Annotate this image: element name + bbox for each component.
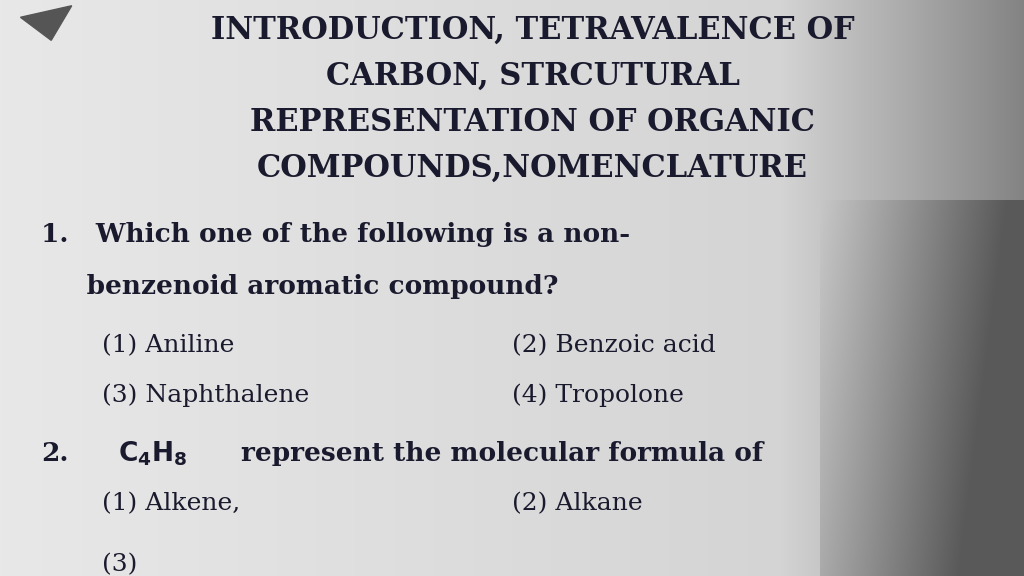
Text: (3): (3) — [102, 553, 138, 576]
Text: CARBON, STRCUTURAL: CARBON, STRCUTURAL — [326, 60, 739, 92]
Text: benzenoid aromatic compound?: benzenoid aromatic compound? — [41, 274, 558, 298]
Polygon shape — [20, 6, 72, 40]
Text: represent the molecular formula of: represent the molecular formula of — [241, 441, 763, 465]
Text: (2) Benzoic acid: (2) Benzoic acid — [512, 334, 716, 357]
Text: (4) Tropolone: (4) Tropolone — [512, 383, 684, 407]
Text: 2.: 2. — [41, 441, 69, 465]
Text: (1) Alkene,: (1) Alkene, — [102, 492, 241, 516]
Text: (3) Naphthalene: (3) Naphthalene — [102, 383, 309, 407]
Text: (1) Aniline: (1) Aniline — [102, 334, 234, 357]
Text: 1.   Which one of the following is a non-: 1. Which one of the following is a non- — [41, 222, 630, 247]
Text: (2) Alkane: (2) Alkane — [512, 492, 643, 516]
Text: COMPOUNDS,NOMENCLATURE: COMPOUNDS,NOMENCLATURE — [257, 153, 808, 184]
Text: $\mathbf{C_4H_8}$: $\mathbf{C_4H_8}$ — [118, 439, 187, 468]
Text: REPRESENTATION OF ORGANIC: REPRESENTATION OF ORGANIC — [250, 107, 815, 138]
Text: INTRODUCTION, TETRAVALENCE OF: INTRODUCTION, TETRAVALENCE OF — [211, 14, 854, 46]
